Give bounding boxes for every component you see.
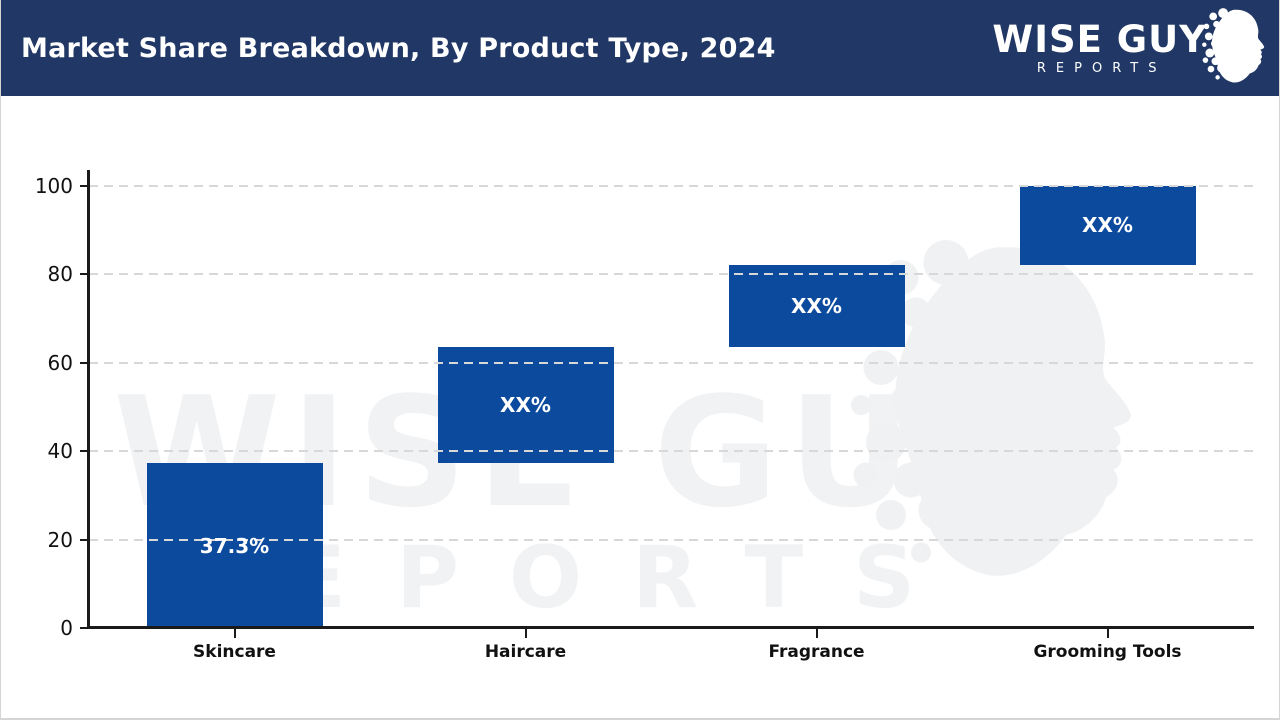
- y-tick-mark: [80, 538, 89, 541]
- bar-value-label: XX%: [500, 393, 551, 417]
- y-tick-label: 100: [34, 174, 73, 198]
- y-tick-label: 80: [47, 262, 73, 287]
- gridline-80: [89, 273, 1253, 276]
- x-tick-mark: [233, 629, 236, 638]
- chart-plot-area: WISE GUY REPORTS 37.3% XX% XX% XX% 0 20 40 60 80…: [1, 96, 1279, 718]
- header-bar: Market Share Breakdown, By Product Type,…: [1, 0, 1279, 96]
- x-tick-mark: [1106, 629, 1109, 638]
- y-tick-label: 20: [47, 527, 73, 552]
- gridline-60: [89, 361, 1253, 364]
- logo-wordmark: WISE GUY: [992, 17, 1207, 61]
- y-axis-line: [87, 170, 90, 628]
- x-category-label: Fragrance: [768, 642, 865, 662]
- bar-value-label: 37.3%: [199, 533, 270, 558]
- x-tick-mark: [815, 629, 818, 638]
- bar-value-label: XX%: [1082, 213, 1133, 238]
- y-tick-label: 60: [47, 350, 73, 375]
- y-tick-label: 0: [60, 616, 73, 640]
- y-tick-mark: [80, 450, 89, 453]
- chart-title: Market Share Breakdown, By Product Type,…: [21, 32, 776, 64]
- logo-face-icon: [1202, 8, 1265, 83]
- x-category-label: Haircare: [484, 642, 567, 662]
- x-tick-mark: [524, 629, 527, 638]
- x-category-label: Grooming Tools: [1033, 642, 1182, 662]
- bar-value-label: XX%: [791, 293, 842, 318]
- logo-text: WISE GUY REPORTS: [992, 21, 1207, 76]
- y-tick-mark: [80, 627, 89, 629]
- gridline-20: [89, 538, 1253, 541]
- wise-guy-reports-logo: WISE GUY REPORTS: [992, 6, 1279, 90]
- y-tick-mark: [80, 273, 89, 276]
- y-tick-label: 40: [47, 439, 73, 464]
- x-category-label: Skincare: [193, 642, 276, 662]
- bar-fragrance: [728, 264, 905, 347]
- gridline-40: [89, 450, 1253, 453]
- gridline-100: [89, 185, 1253, 187]
- logo-subtitle: REPORTS: [1036, 60, 1167, 76]
- bar-grooming-tools: [1019, 186, 1196, 265]
- bar-haircare: [437, 346, 614, 464]
- y-tick-mark: [80, 361, 89, 364]
- y-tick-mark: [80, 185, 89, 187]
- x-axis-line: [87, 626, 1254, 629]
- bar-skincare: [146, 463, 323, 628]
